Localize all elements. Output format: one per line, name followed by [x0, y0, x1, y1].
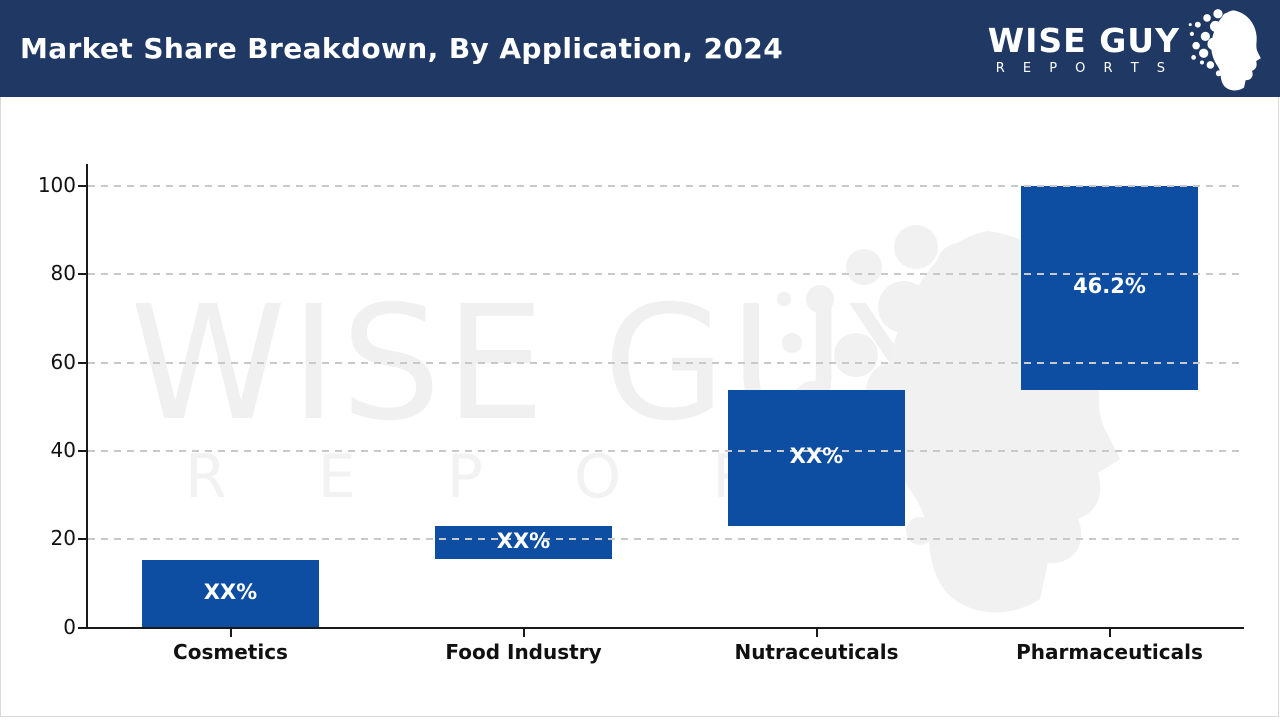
bar-cosmetics: [142, 559, 319, 628]
dotted-head-logo-icon: [1188, 9, 1261, 91]
y-axis-tick-label: 80: [50, 261, 76, 286]
x-axis-tick-mark: [1108, 629, 1111, 637]
y-axis-tick-label: 20: [50, 526, 76, 551]
y-axis-tick-label: 40: [50, 437, 76, 462]
bar-value-label: 46.2%: [1073, 273, 1146, 298]
logo-subtitle: R E P O R T S: [995, 60, 1173, 76]
gridline: [88, 361, 1244, 364]
wise-guy-logo: WISE GUY R E P O R T S: [988, 6, 1262, 92]
y-axis-tick-mark: [78, 273, 86, 276]
gridline: [88, 273, 1244, 276]
bar-pharmaceuticals: [1021, 186, 1198, 390]
category-label-food-industry: Food Industry: [445, 640, 602, 664]
y-axis-tick-label: 0: [63, 614, 76, 639]
category-label-pharmaceuticals: Pharmaceuticals: [1016, 640, 1203, 664]
bar-nutraceuticals: [728, 389, 905, 526]
category-label-cosmetics: Cosmetics: [173, 640, 288, 664]
bar-value-label: XX%: [789, 443, 844, 468]
y-axis-tick-mark: [78, 538, 86, 541]
x-axis-line: [86, 627, 1244, 629]
y-axis-tick-mark: [78, 449, 86, 452]
y-axis-tick-mark: [78, 185, 86, 187]
gridline: [88, 538, 1244, 541]
y-axis-tick-label: 60: [50, 349, 76, 374]
page-title: Market Share Breakdown, By Application, …: [20, 32, 784, 65]
x-axis-tick-mark: [229, 629, 232, 637]
bar-food-industry: [435, 525, 612, 560]
y-axis-tick-mark: [78, 361, 86, 364]
y-axis-line: [86, 163, 88, 630]
gridline: [88, 449, 1244, 452]
logo-wordmark: WISE GUY: [987, 20, 1180, 60]
bar-value-label: XX%: [496, 528, 551, 553]
x-axis-tick-mark: [815, 629, 818, 637]
x-axis-tick-mark: [522, 629, 525, 637]
y-axis-tick-mark: [78, 626, 86, 629]
logo-text: WISE GUY R E P O R T S: [987, 20, 1180, 76]
bar-value-label: XX%: [203, 579, 258, 604]
header-band: Market Share Breakdown, By Application, …: [0, 0, 1280, 97]
category-label-nutraceuticals: Nutraceuticals: [734, 640, 899, 664]
gridline: [88, 185, 1244, 187]
y-axis-tick-label: 100: [37, 173, 76, 197]
